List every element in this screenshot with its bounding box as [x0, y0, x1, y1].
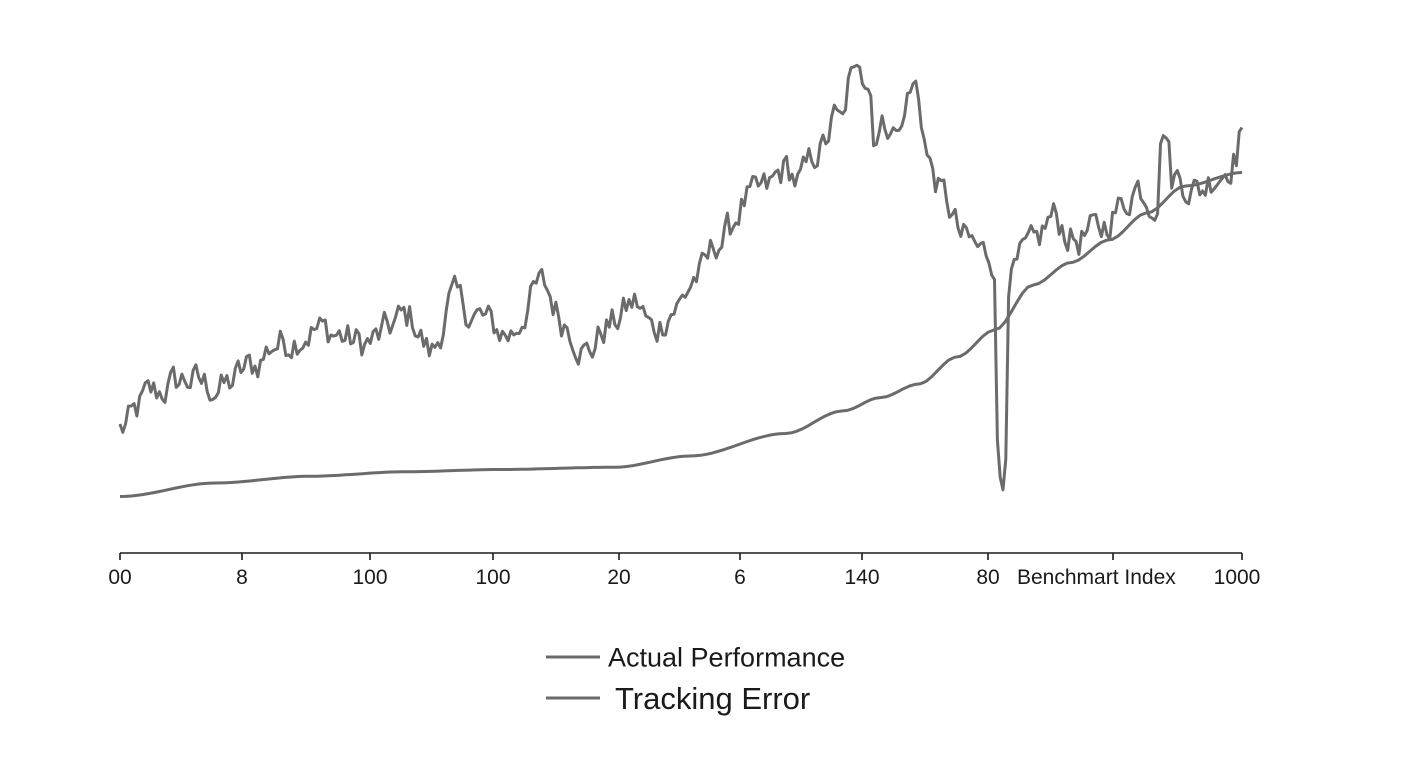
legend-label: Actual Performance: [608, 642, 845, 672]
legend-label: Tracking Error: [615, 681, 810, 716]
series-tracking-error-line: [119, 171, 1243, 498]
legend-entry: Tracking Error: [546, 681, 810, 716]
x-tick-label: 80: [976, 566, 999, 589]
plot-area: 00 8 100 100 20 6 140 80 Benchmart Index 1000: [108, 63, 1260, 589]
x-tick-label: 6: [734, 566, 746, 589]
x-tick-label: Benchmart Index: [1017, 566, 1176, 589]
x-tick-label: 100: [352, 566, 387, 589]
x-tick-label: 00: [108, 566, 131, 589]
x-tick-label: 100: [475, 566, 510, 589]
legend: Actual Performance Tracking Error: [546, 642, 845, 716]
x-tick-label: 1000: [1214, 566, 1261, 589]
x-tick-label: 20: [607, 566, 630, 589]
x-tick-label: 8: [236, 566, 248, 589]
x-tick-label: 140: [844, 566, 879, 589]
series-layer: [118, 63, 1244, 498]
legend-entry: Actual Performance: [546, 642, 845, 672]
x-axis-ticks: 00 8 100 100 20 6 140 80 Benchmart Index 1000: [108, 553, 1260, 589]
series-actual-performance-line: [118, 63, 1244, 492]
